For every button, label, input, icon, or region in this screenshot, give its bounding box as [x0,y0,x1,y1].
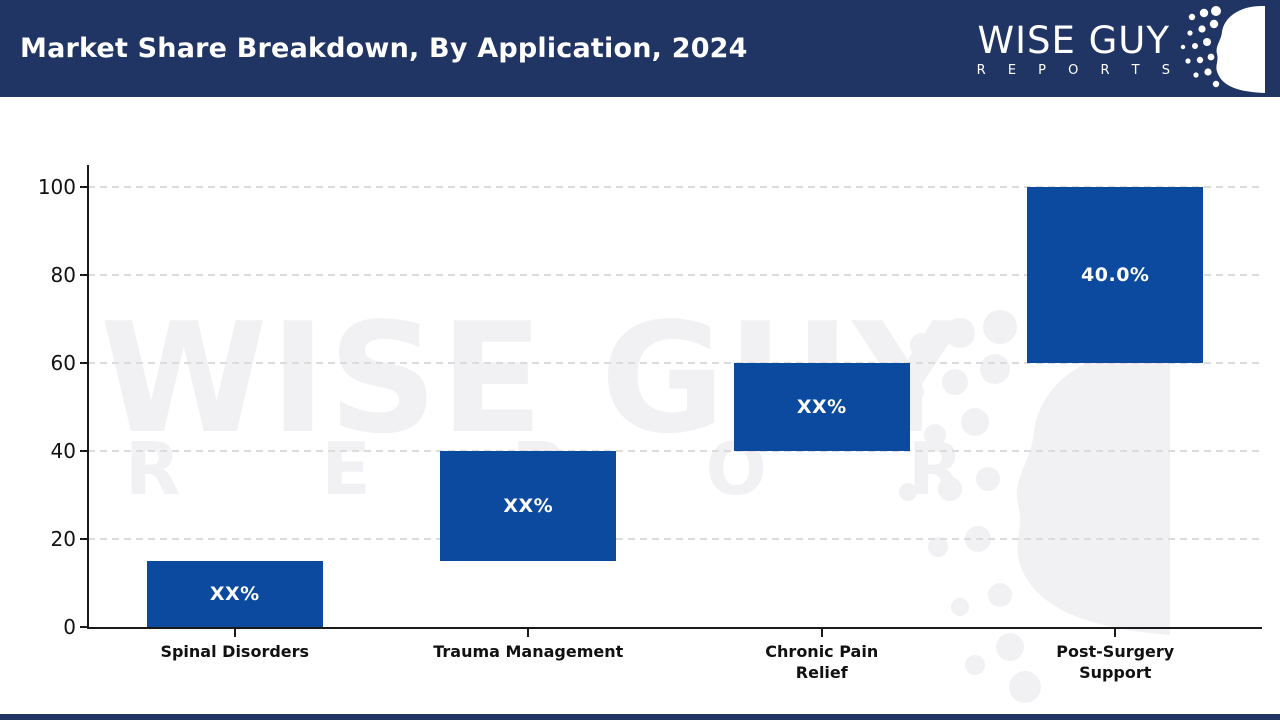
x-axis-tick-mark [527,629,530,637]
brand-name: WISE GUY [977,18,1170,62]
bar-value-label: XX% [209,583,260,605]
x-axis-line [87,627,1262,629]
x-axis-tick-mark [233,629,236,637]
brand-logo: WISE GUY R E P O R T S [977,4,1266,94]
y-axis-tick-mark [80,450,88,452]
y-axis-line [87,165,89,629]
x-axis-category-label: Post-Surgery Support [1056,642,1175,682]
bar-segment: XX% [733,363,910,451]
bar-value-label: XX% [503,495,554,517]
y-axis-tick-label: 0 [63,615,76,639]
y-axis-tick-label: 20 [50,527,76,551]
bar-value-label: 40.0% [1081,264,1150,286]
bar-value-label: XX% [796,396,847,418]
gridline [88,450,1262,452]
y-axis-tick-mark [80,538,88,540]
bar-segment: XX% [440,451,617,561]
y-axis-tick-mark [80,626,88,628]
brand-logo-text: WISE GUY R E P O R T S [977,18,1170,78]
gridline [88,186,1262,188]
chart-area: WISE GUY R E P O R T S 0 20 40 60 80 100 XX% Sp… [0,97,1280,714]
gridline [88,274,1262,276]
header-banner: Market Share Breakdown, By Application, … [0,0,1280,97]
gridline [88,362,1262,364]
bar-segment: XX% [146,561,323,627]
y-axis-tick-label: 40 [50,439,76,463]
x-axis-category-label: Chronic Pain Relief [765,642,879,682]
gridline [88,538,1262,540]
y-axis-tick-mark [80,274,88,276]
y-axis-tick-mark [80,186,88,188]
y-axis-tick-label: 100 [37,175,76,199]
brand-face-icon [1180,5,1265,93]
watermark-face-icon [887,310,1170,703]
page-title: Market Share Breakdown, By Application, … [20,33,748,64]
brand-subtitle: R E P O R T S [976,62,1179,78]
y-axis-tick-mark [80,362,88,364]
x-axis-category-label: Trauma Management [433,642,624,661]
y-axis-tick-label: 80 [50,263,76,287]
x-axis-tick-mark [820,629,823,637]
y-axis-tick-label: 60 [50,351,76,375]
x-axis-category-label: Spinal Disorders [160,642,310,661]
x-axis-tick-mark [1114,629,1117,637]
footer-accent-bar [0,714,1280,720]
bar-segment: 40.0% [1027,187,1204,363]
